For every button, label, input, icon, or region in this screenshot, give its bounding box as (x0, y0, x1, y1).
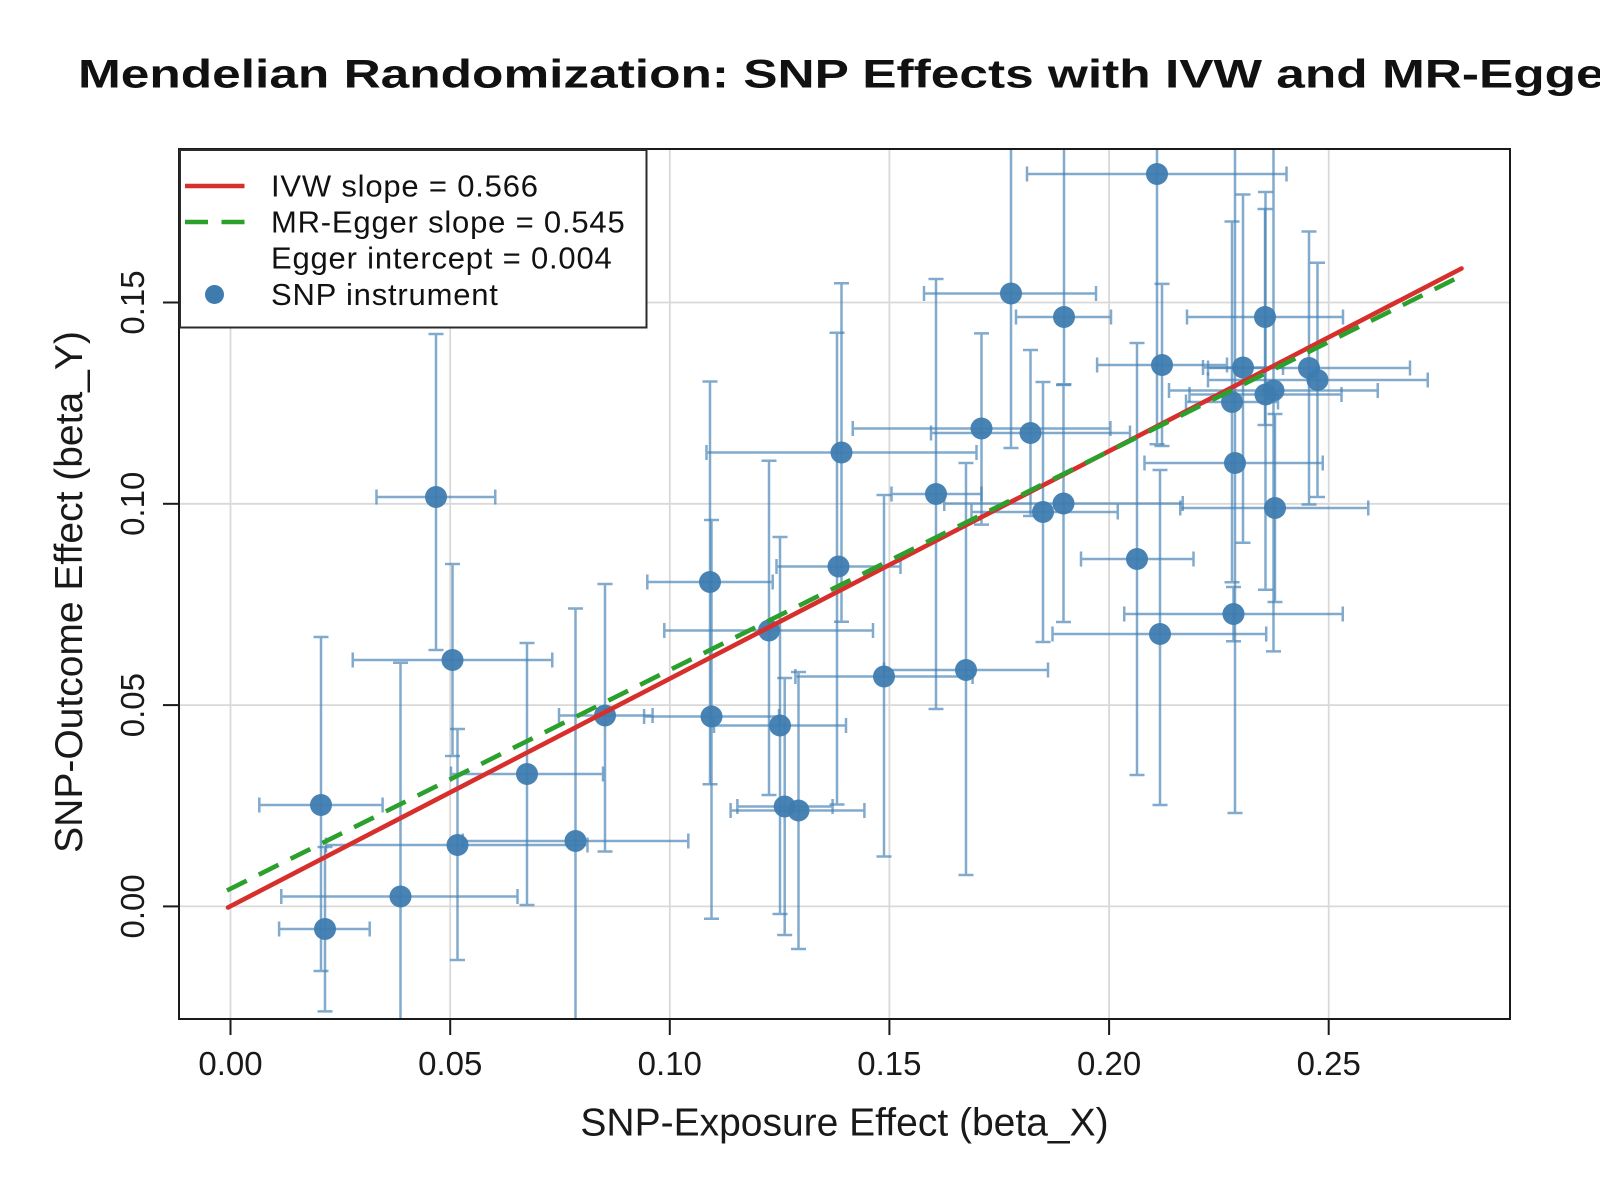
svg-text:MR-Egger slope = 0.545: MR-Egger slope = 0.545 (271, 205, 625, 240)
svg-text:0.10: 0.10 (114, 472, 151, 536)
svg-text:0.00: 0.00 (198, 1045, 262, 1082)
svg-text:SNP instrument: SNP instrument (271, 277, 499, 312)
svg-text:0.10: 0.10 (638, 1045, 702, 1082)
svg-text:0.15: 0.15 (857, 1045, 921, 1082)
svg-text:0.20: 0.20 (1077, 1045, 1141, 1082)
svg-text:0.00: 0.00 (114, 874, 151, 938)
svg-text:SNP-Exposure Effect (beta_X): SNP-Exposure Effect (beta_X) (580, 1102, 1108, 1145)
svg-text:0.15: 0.15 (114, 270, 151, 334)
svg-text:IVW slope = 0.566: IVW slope = 0.566 (271, 169, 539, 204)
svg-text:Mendelian Randomization: SNP E: Mendelian Randomization: SNP Effects wit… (78, 51, 1600, 96)
svg-text:0.05: 0.05 (418, 1045, 482, 1082)
svg-text:0.25: 0.25 (1297, 1045, 1361, 1082)
svg-text:0.05: 0.05 (114, 673, 151, 737)
svg-text:Egger intercept = 0.004: Egger intercept = 0.004 (271, 241, 613, 276)
svg-text:SNP-Outcome Effect (beta_Y): SNP-Outcome Effect (beta_Y) (48, 331, 91, 853)
